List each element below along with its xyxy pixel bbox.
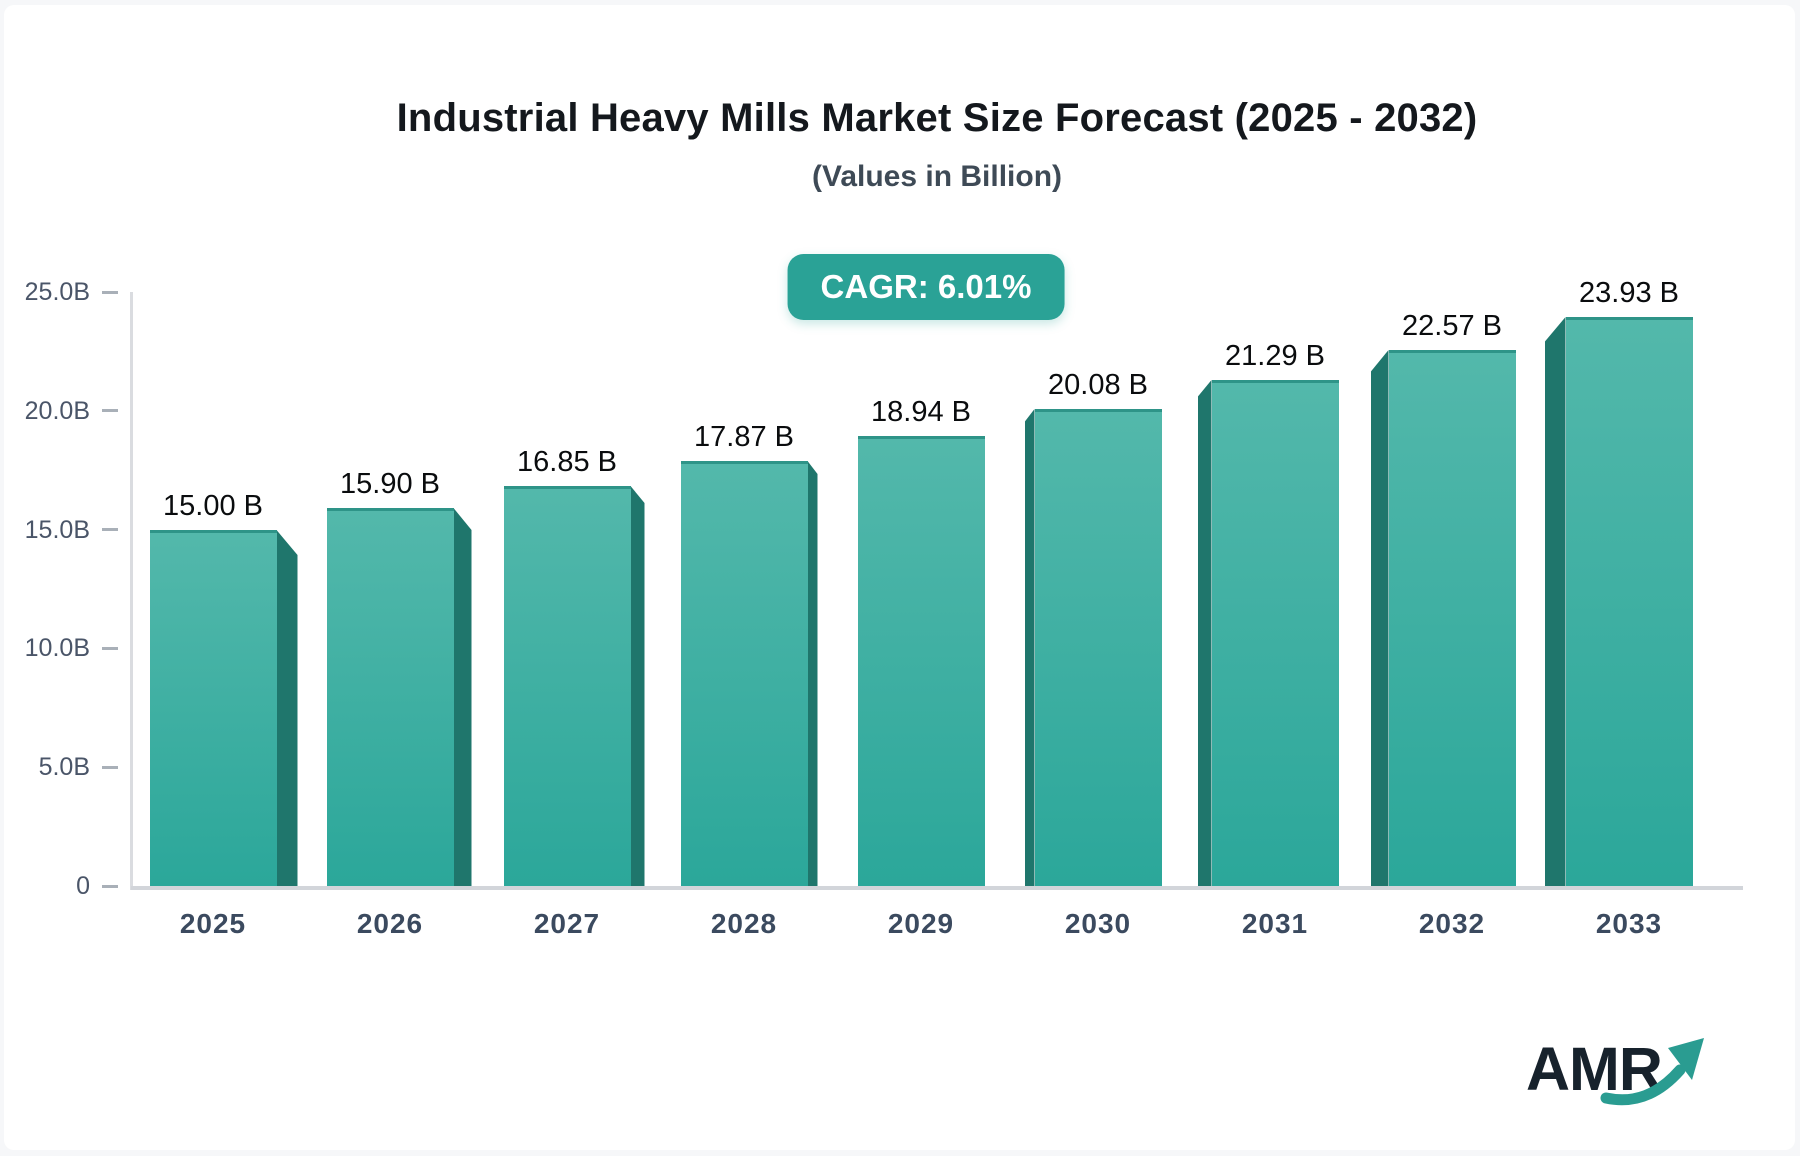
bar-face-2025: [149, 530, 277, 886]
bar-side-face-2026: [453, 508, 472, 886]
x-axis-label: 2033: [1595, 908, 1663, 939]
y-tick-mark: [102, 765, 118, 769]
cagr-badge: CAGR: 6.01%: [787, 254, 1065, 320]
bar-face-2032: [1388, 350, 1516, 886]
x-axis-label: 2025: [179, 908, 247, 939]
y-tick-mark: [102, 528, 118, 532]
x-axis-label: 2031: [1241, 908, 1309, 939]
bar-side-face-2033: [1544, 317, 1566, 886]
bar-face-2030: [1034, 409, 1162, 886]
bar-value-label: 23.93 B: [1579, 277, 1679, 309]
x-axis-label: 2027: [533, 908, 601, 939]
x-axis-line: [131, 886, 1743, 890]
bar-face-2027: [503, 486, 631, 886]
bar-value-label: 15.90 B: [340, 468, 440, 500]
growth-arrow-icon: [1600, 1038, 1704, 1106]
bar-face-2031: [1211, 380, 1339, 886]
y-axis-line: [130, 292, 133, 890]
y-tick-mark: [102, 646, 118, 650]
bar-face-2033: [1565, 317, 1693, 886]
bar-value-label: 20.08 B: [1048, 369, 1148, 401]
y-tick-label: 10.0B: [24, 634, 90, 663]
y-tick-mark: [102, 884, 118, 888]
bar-side-face-2025: [276, 530, 298, 886]
x-axis-label: 2028: [710, 908, 778, 939]
chart-title: Industrial Heavy Mills Market Size Forec…: [396, 96, 1478, 140]
y-tick-mark: [102, 290, 118, 294]
amr-logo: AMR: [1526, 1030, 1716, 1110]
bar-face-2029: [857, 436, 985, 886]
chart-subtitle: (Values in Billion): [811, 160, 1063, 193]
bar-value-label: 15.00 B: [163, 490, 263, 522]
x-axis-label: 2026: [356, 908, 424, 939]
bar-face-2026: [326, 508, 454, 886]
bar-side-face-2031: [1197, 380, 1212, 886]
bar-value-label: 17.87 B: [694, 421, 794, 453]
bar-side-face-2028: [807, 461, 818, 886]
bar-value-label: 18.94 B: [871, 396, 971, 428]
bar-side-face-2030: [1024, 409, 1035, 886]
bar-value-label: 22.57 B: [1402, 310, 1502, 342]
bar-value-label: 16.85 B: [517, 446, 617, 478]
y-tick-label: 5.0B: [38, 753, 90, 782]
x-axis-label: 2032: [1418, 908, 1486, 939]
bar-side-face-2027: [630, 486, 645, 886]
y-tick-mark: [102, 409, 118, 413]
x-axis-label: 2030: [1064, 908, 1132, 939]
bar-side-face-2032: [1370, 350, 1389, 886]
x-axis-label: 2029: [887, 908, 955, 939]
bar-value-label: 21.29 B: [1225, 340, 1325, 372]
y-tick-label: 15.0B: [24, 515, 90, 544]
bar-face-2028: [680, 461, 808, 886]
y-tick-label: 20.0B: [24, 396, 90, 425]
y-tick-label: 25.0B: [24, 278, 90, 306]
y-tick-label: 0: [76, 872, 90, 900]
